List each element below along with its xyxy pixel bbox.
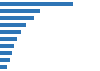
Bar	[0, 16, 34, 20]
Bar	[0, 23, 26, 27]
Bar	[0, 2, 73, 5]
Bar	[0, 44, 14, 48]
Bar	[0, 51, 12, 55]
Bar	[0, 9, 40, 13]
Bar	[0, 58, 10, 62]
Bar	[0, 65, 7, 69]
Bar	[0, 37, 17, 41]
Bar	[0, 30, 21, 34]
